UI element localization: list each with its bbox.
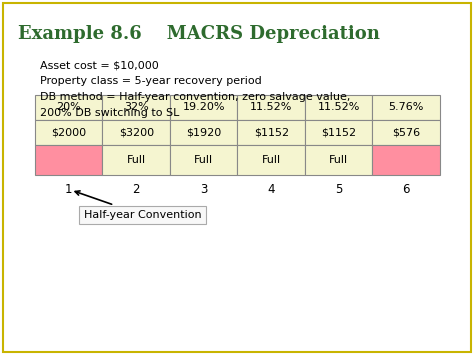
Bar [170,145,237,175]
Text: 2: 2 [133,183,140,196]
Text: $3200: $3200 [118,127,154,137]
Bar [35,120,102,145]
Bar [35,95,102,120]
Text: Full: Full [194,155,213,165]
Bar [102,120,170,145]
Text: 5.76%: 5.76% [389,103,424,113]
Text: 3: 3 [200,183,208,196]
Text: 11.52%: 11.52% [318,103,360,113]
Text: 5: 5 [335,183,342,196]
Bar [373,120,440,145]
Bar [102,145,170,175]
Text: $1152: $1152 [321,127,356,137]
Text: $2000: $2000 [51,127,86,137]
Text: 4: 4 [267,183,275,196]
Text: 1: 1 [65,183,73,196]
Bar [305,145,373,175]
Bar [102,95,170,120]
Text: 32%: 32% [124,103,149,113]
Text: Full: Full [262,155,281,165]
Text: Asset cost = $10,000: Asset cost = $10,000 [40,60,159,70]
Text: Full: Full [127,155,146,165]
Text: DB method = Half-year convention, zero salvage value,: DB method = Half-year convention, zero s… [40,92,350,102]
Text: Example 8.6    MACRS Depreciation: Example 8.6 MACRS Depreciation [18,25,380,43]
Text: 11.52%: 11.52% [250,103,292,113]
Text: Half-year Convention: Half-year Convention [75,191,201,220]
Bar [237,95,305,120]
Bar [35,145,102,175]
Bar [373,145,440,175]
Text: Property class = 5-year recovery period: Property class = 5-year recovery period [40,76,262,86]
Bar [170,120,237,145]
Text: $1920: $1920 [186,127,221,137]
Text: 6: 6 [402,183,410,196]
Text: $1152: $1152 [254,127,289,137]
Text: 200% DB switching to SL: 200% DB switching to SL [40,108,179,118]
Bar [305,95,373,120]
Bar [373,95,440,120]
Text: $576: $576 [392,127,420,137]
Text: Full: Full [329,155,348,165]
Bar [170,95,237,120]
Bar [237,145,305,175]
FancyBboxPatch shape [3,3,471,352]
Bar [237,120,305,145]
Text: 20%: 20% [56,103,81,113]
Text: 19.20%: 19.20% [182,103,225,113]
Bar [305,120,373,145]
